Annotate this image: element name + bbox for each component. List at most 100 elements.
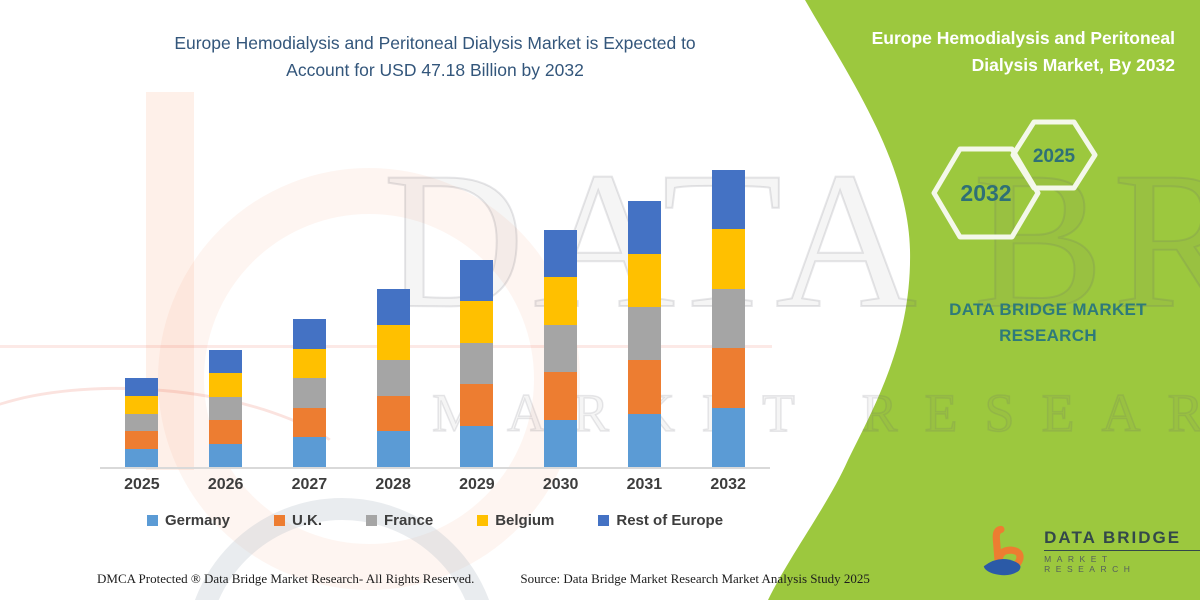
hexagon-2025-label: 2025 — [1033, 146, 1076, 167]
side-panel-title-line2: Dialysis Market, By 2032 — [971, 55, 1175, 76]
stacked-bar-2027 — [292, 319, 326, 467]
bar-segment-rest-of-europe-2028 — [376, 289, 410, 325]
hexagon-2025-icon — [1010, 119, 1098, 191]
bar-segment-france-2025 — [125, 413, 159, 432]
year-hexagons: 2032 2025 — [931, 119, 1098, 240]
legend-label: Rest of Europe — [616, 512, 724, 529]
side-panel-title: Europe Hemodialysis and Peritoneal Dialy… — [830, 25, 1175, 79]
stacked-bar-2029 — [460, 260, 494, 467]
bar-segment-belgium-2031 — [627, 253, 661, 308]
bar-segment-u-k--2029 — [460, 384, 494, 426]
stacked-bar-2026 — [209, 349, 243, 467]
bar-segment-u-k--2030 — [544, 372, 578, 420]
bar-column-2026 — [184, 160, 268, 467]
legend-label: U.K. — [291, 512, 322, 529]
bar-segment-u-k--2032 — [711, 348, 745, 408]
legend-swatch-icon — [273, 515, 285, 526]
bar-segment-u-k--2027 — [292, 407, 326, 438]
x-axis-label-2027: 2027 — [291, 476, 328, 493]
x-axis-label-2030: 2030 — [542, 476, 579, 493]
footer-dmca-text: DMCA Protected ® Data Bridge Market Rese… — [97, 571, 475, 586]
legend-item-belgium: Belgium — [477, 512, 554, 529]
bar-segment-germany-2032 — [711, 407, 745, 467]
bar-segment-germany-2027 — [292, 437, 326, 467]
chart-legend: Germany U.K. France Belgium Rest of Europe — [100, 512, 770, 529]
bar-segment-rest-of-europe-2026 — [209, 349, 243, 373]
main-title: Europe Hemodialysis and Peritoneal Dialy… — [100, 30, 770, 84]
bar-segment-belgium-2029 — [460, 301, 494, 343]
stacked-bar-2032 — [711, 170, 745, 467]
bar-chart-plot-area — [100, 160, 770, 467]
bar-column-2027 — [268, 160, 352, 467]
bar-segment-rest-of-europe-2029 — [460, 260, 494, 302]
bar-segment-france-2027 — [292, 378, 326, 408]
x-axis-labels: 2025 2026 2027 2028 2029 2030 2031 2032 — [100, 476, 770, 494]
bar-column-2025 — [100, 160, 184, 467]
stacked-bar-2028 — [376, 289, 410, 467]
data-bridge-logo-icon — [983, 525, 1024, 576]
x-axis-label-2031: 2031 — [626, 476, 663, 493]
bar-segment-rest-of-europe-2032 — [711, 170, 745, 230]
x-axis-label-2026: 2026 — [207, 476, 244, 493]
bar-segment-u-k--2028 — [376, 395, 410, 432]
legend-swatch-icon — [477, 515, 489, 526]
bar-segment-belgium-2030 — [544, 277, 578, 325]
side-panel-brand-line1: DATA BRIDGE MARKET — [949, 300, 1147, 319]
bar-segment-u-k--2025 — [125, 431, 159, 450]
bar-segment-belgium-2026 — [209, 373, 243, 397]
footer-source-text: Source: Data Bridge Market Research Mark… — [520, 571, 870, 586]
bar-segment-belgium-2027 — [292, 348, 326, 379]
legend-item-france: France — [365, 512, 434, 529]
legend-label: France — [383, 512, 434, 529]
x-axis-label-2032: 2032 — [710, 476, 746, 493]
logo-text-sub: MARKET RESEARCH — [1044, 554, 1136, 574]
bar-column-2030 — [519, 160, 603, 467]
legend-item-germany: Germany — [146, 512, 230, 529]
bar-segment-rest-of-europe-2031 — [627, 200, 661, 254]
bar-segment-germany-2029 — [460, 425, 494, 467]
side-panel-brand-line2: RESEARCH — [999, 325, 1097, 345]
bar-segment-germany-2030 — [544, 419, 578, 467]
logo-text: DATA BRIDGE MARKET RESEARCH — [1044, 528, 1200, 574]
stacked-bar-2031 — [627, 200, 661, 467]
legend-swatch-icon — [146, 515, 158, 526]
x-axis-label-2029: 2029 — [459, 476, 495, 493]
side-panel-title-line1: Europe Hemodialysis and Peritoneal — [871, 28, 1175, 48]
hexagon-2032-label: 2032 — [960, 180, 1011, 206]
legend-label: Belgium — [495, 512, 555, 529]
legend-swatch-icon — [598, 515, 610, 526]
legend-label: Germany — [164, 512, 230, 529]
main-title-line1: Europe Hemodialysis and Peritoneal Dialy… — [174, 33, 696, 53]
bar-column-2029 — [435, 160, 519, 467]
main-title-line2: Account for USD 47.18 Billion by 2032 — [286, 60, 584, 81]
x-axis-label-2028: 2028 — [375, 476, 411, 493]
legend-item-rest-of-europe: Rest of Europe — [598, 512, 723, 529]
legend-item-u-k-: U.K. — [273, 512, 322, 529]
logo-text-main: DATA BRIDGE — [1044, 528, 1200, 551]
bar-segment-belgium-2032 — [711, 229, 745, 289]
bar-segment-u-k--2026 — [209, 420, 243, 444]
hexagon-2032-icon — [931, 146, 1041, 240]
x-axis-label-2025: 2025 — [124, 476, 160, 493]
bar-column-2028 — [351, 160, 435, 467]
bar-segment-belgium-2025 — [125, 395, 159, 414]
bar-segment-france-2029 — [460, 342, 494, 385]
side-panel-brand-text: DATA BRIDGE MARKET RESEARCH — [912, 297, 1184, 348]
bar-segment-france-2031 — [627, 307, 661, 361]
bar-segment-france-2026 — [209, 396, 243, 420]
bar-segment-germany-2025 — [125, 449, 159, 467]
bar-segment-rest-of-europe-2027 — [292, 319, 326, 349]
bar-segment-rest-of-europe-2025 — [125, 378, 159, 396]
bar-segment-rest-of-europe-2030 — [544, 229, 578, 277]
bar-segment-u-k--2031 — [627, 360, 661, 414]
company-logo: DATA BRIDGE MARKET RESEARCH — [982, 523, 1200, 579]
bar-segment-germany-2028 — [376, 431, 410, 467]
bar-segment-belgium-2028 — [376, 324, 410, 361]
bar-column-2031 — [603, 160, 687, 467]
bar-column-2032 — [686, 160, 770, 467]
stacked-bar-2025 — [125, 378, 159, 467]
bar-segment-france-2028 — [376, 360, 410, 396]
bar-segment-france-2030 — [544, 324, 578, 372]
bar-segment-germany-2031 — [627, 413, 661, 467]
